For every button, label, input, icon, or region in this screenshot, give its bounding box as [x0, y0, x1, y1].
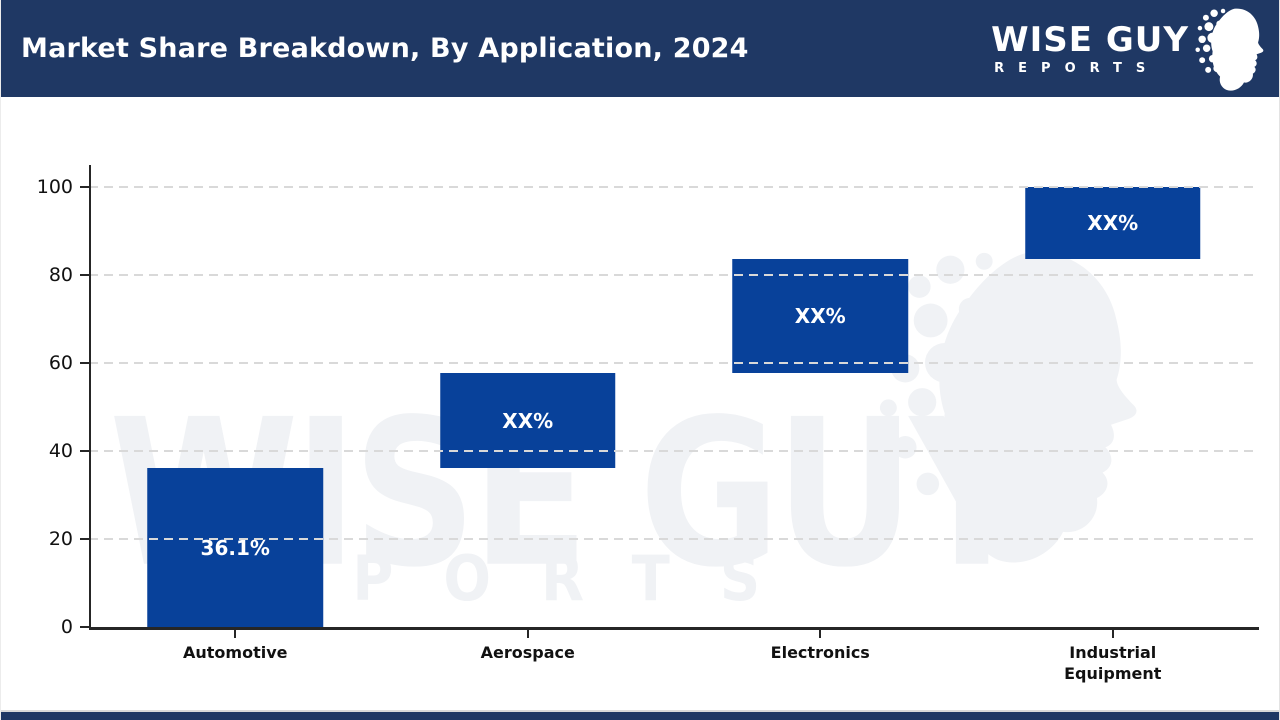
y-tick-label-80: 80	[48, 264, 73, 286]
y-axis-labels: 0 20 40 60 80 100	[1, 176, 89, 638]
x-category-label-aerospace: Aerospace	[480, 643, 575, 662]
bar-industrial-equipment: XX%	[1025, 187, 1201, 260]
y-tick-20	[80, 538, 89, 540]
x-tick-industrial-equipment	[1111, 630, 1114, 638]
bar-automotive: 36.1%	[147, 468, 323, 627]
x-axis-labels: Automotive Aerospace Electronics Industrial…	[89, 630, 1259, 700]
y-tick-80	[80, 274, 89, 276]
y-tick-0	[80, 626, 89, 628]
y-tick-label-40: 40	[48, 440, 73, 462]
gridline-20	[89, 538, 1259, 540]
wise-guy-logo: WISE GUY REPORTS	[991, 0, 1273, 97]
logo-primary-text: WISE GUY	[991, 19, 1189, 60]
y-tick-label-0: 0	[60, 616, 73, 638]
y-axis-line	[89, 165, 91, 628]
bar-value-label-aerospace: XX%	[502, 408, 554, 433]
bar-aerospace: XX%	[440, 373, 616, 469]
x-category-label-industrial-equipment: Industrial Equipment	[1064, 643, 1162, 683]
gridline-100	[89, 186, 1259, 188]
logo-text: WISE GUY REPORTS	[991, 23, 1189, 75]
y-tick-label-20: 20	[48, 528, 73, 550]
logo-secondary-text: REPORTS	[994, 60, 1160, 76]
y-tick-60	[80, 362, 89, 364]
chart-area: WISE GUY REPORTS 36.1% XX% XX% XX% 0 20 40 60 8…	[1, 97, 1279, 710]
bar-value-label-industrial-equipment: XX%	[1087, 211, 1139, 236]
gridline-80	[89, 274, 1259, 276]
x-tick-automotive	[234, 630, 237, 638]
wise-guy-face-icon	[1195, 8, 1264, 91]
x-category-label-electronics: Electronics	[770, 643, 870, 662]
page-title: Market Share Breakdown, By Application, …	[21, 33, 749, 64]
header: Market Share Breakdown, By Application, …	[1, 0, 1279, 97]
footer-bar	[1, 710, 1279, 720]
y-tick-40	[80, 450, 89, 452]
plot-area: 36.1% XX% XX% XX%	[89, 186, 1259, 627]
y-tick-label-60: 60	[48, 352, 73, 374]
bar-value-label-electronics: XX%	[794, 304, 846, 329]
x-tick-aerospace	[526, 630, 529, 638]
x-axis-line	[89, 627, 1259, 630]
x-tick-electronics	[819, 630, 822, 638]
bar-electronics: XX%	[732, 259, 908, 374]
y-tick-100	[80, 186, 89, 188]
y-tick-label-100: 100	[36, 176, 73, 198]
watermark-face-icon	[879, 252, 1137, 563]
gridline-40	[89, 450, 1259, 452]
x-category-label-automotive: Automotive	[183, 643, 288, 662]
gridline-60	[89, 362, 1259, 364]
